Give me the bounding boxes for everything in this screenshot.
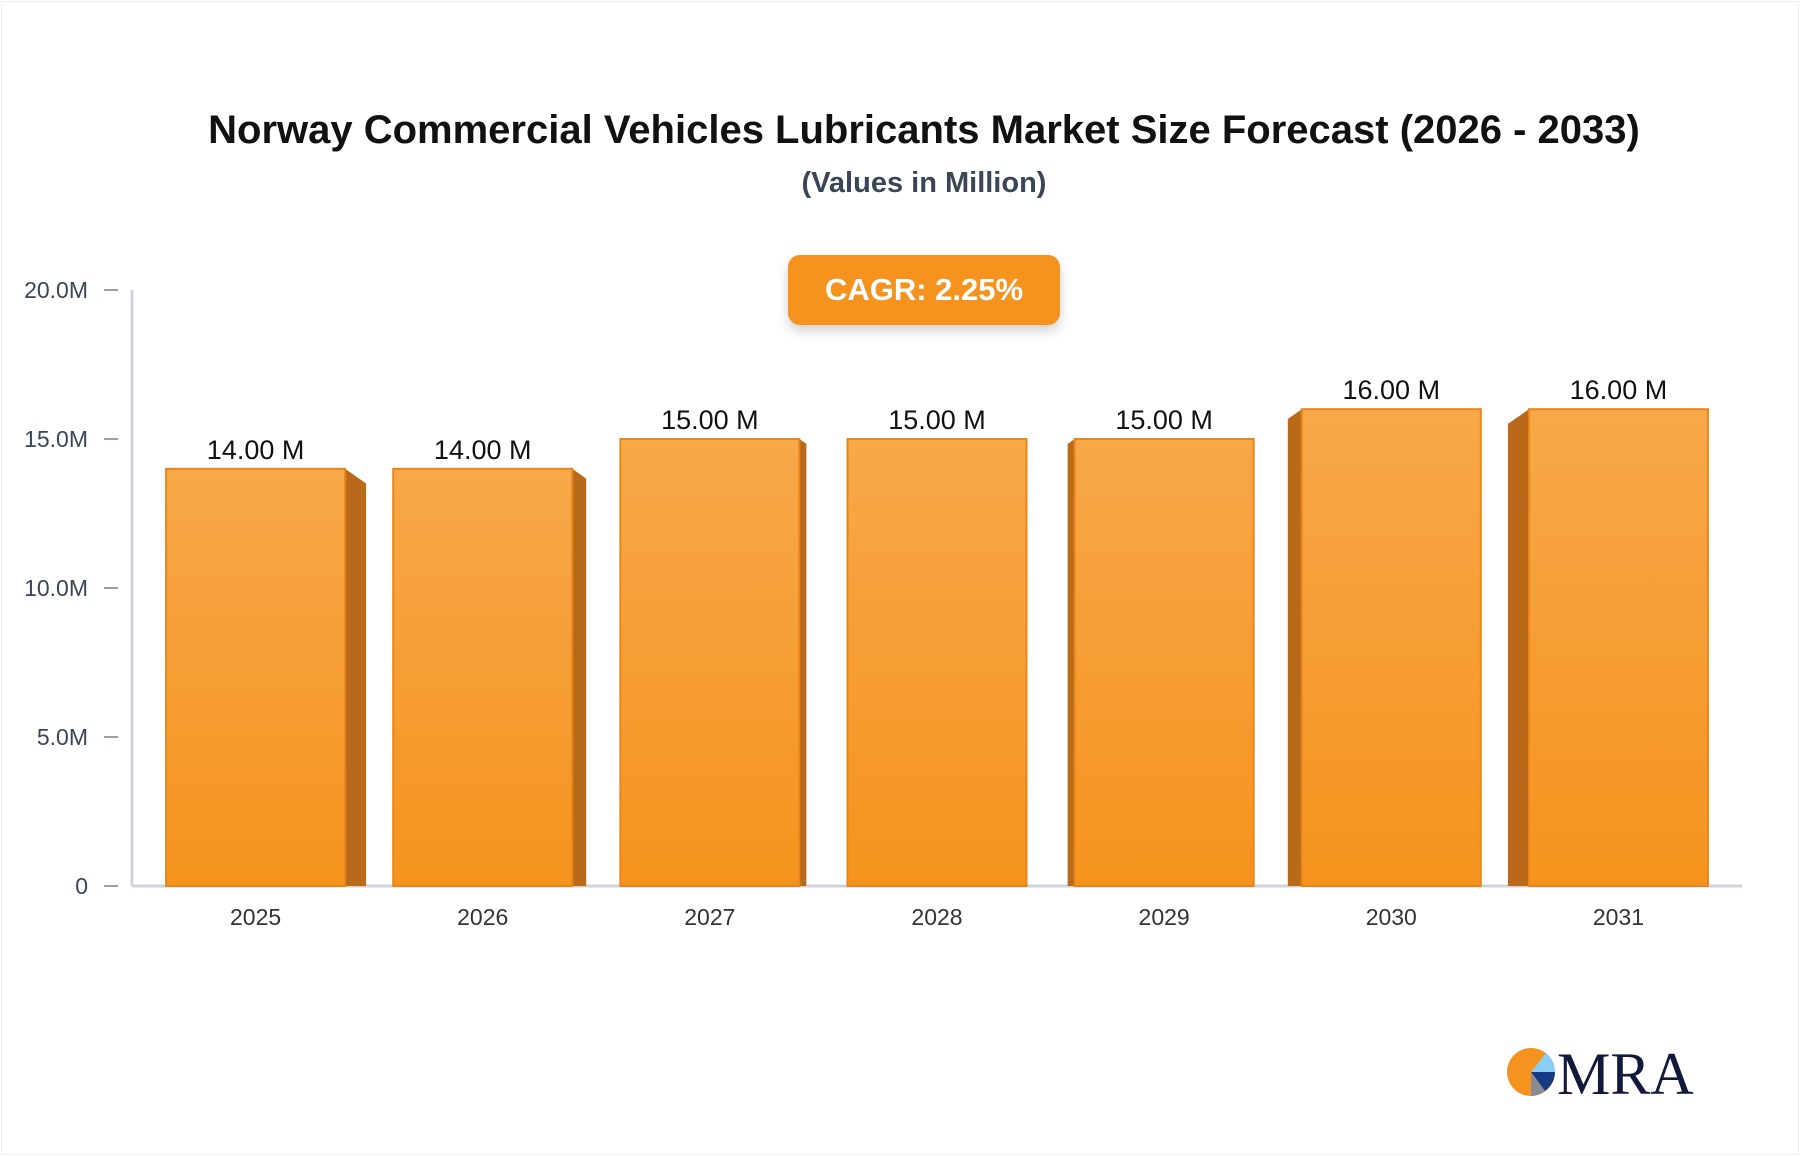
chart-title: Norway Commercial Vehicles Lubricants Ma… — [208, 108, 1640, 152]
x-tick-label: 2025 — [230, 904, 281, 930]
bar-2027 — [619, 438, 801, 887]
data-label: 15.00 M — [888, 405, 986, 435]
data-label: 15.00 M — [661, 405, 759, 435]
bar-2025 — [165, 467, 347, 887]
y-tick-label: 20.0M — [24, 277, 88, 303]
logo-pie-icon: MRA — [1507, 1041, 1694, 1100]
x-tick-label: 2030 — [1366, 904, 1417, 930]
bar-2030 — [1300, 408, 1482, 887]
bar-2028 — [846, 438, 1028, 887]
y-tick-label: 15.0M — [24, 426, 88, 452]
x-tick-label: 2026 — [457, 904, 508, 930]
bar-side — [799, 439, 807, 886]
y-tick-label: 0 — [75, 873, 88, 899]
x-tick-label: 2027 — [684, 904, 735, 930]
bar-2026 — [392, 467, 574, 887]
bar-side — [1507, 409, 1529, 886]
bar-side — [1287, 409, 1302, 886]
chart-subtitle: (Values in Million) — [801, 167, 1047, 199]
data-label: 14.00 M — [207, 435, 305, 465]
bar-side — [1067, 439, 1075, 886]
x-tick-label: 2028 — [911, 904, 962, 930]
bar-2031 — [1527, 408, 1709, 887]
data-label: 15.00 M — [1115, 405, 1213, 435]
mra-logo: MRA — [1505, 1040, 1695, 1100]
data-label: 16.00 M — [1343, 375, 1441, 405]
bar-side — [572, 468, 587, 886]
logo-text: MRA — [1557, 1041, 1694, 1100]
cagr-badge: CAGR: 2.25% — [788, 255, 1060, 325]
y-tick-label: 5.0M — [37, 724, 88, 750]
bar-side — [345, 468, 367, 886]
y-tick-label: 10.0M — [24, 575, 88, 601]
bar-2029 — [1073, 438, 1255, 887]
x-tick-label: 2031 — [1593, 904, 1644, 930]
x-tick-label: 2029 — [1139, 904, 1190, 930]
data-label: 14.00 M — [434, 435, 532, 465]
data-label: 16.00 M — [1570, 375, 1668, 405]
